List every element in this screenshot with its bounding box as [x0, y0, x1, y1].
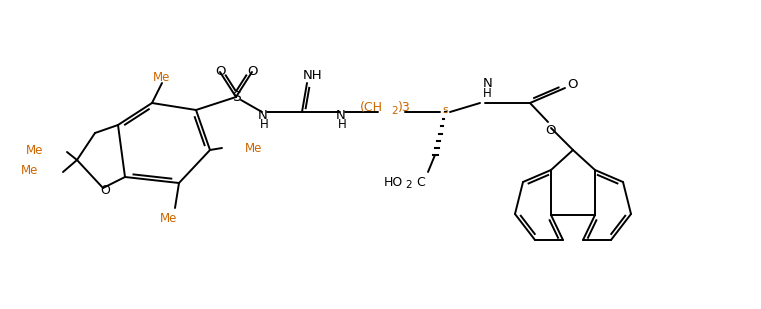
Text: s: s	[442, 105, 448, 115]
Text: O: O	[546, 124, 556, 137]
Text: 2: 2	[391, 106, 398, 116]
Text: H: H	[260, 117, 269, 130]
Text: )3: )3	[398, 100, 411, 113]
Text: N: N	[483, 77, 493, 90]
Text: O: O	[215, 65, 225, 78]
Text: Me: Me	[26, 143, 43, 156]
Text: 2: 2	[406, 180, 412, 190]
Text: O: O	[247, 65, 257, 78]
Text: HO: HO	[384, 176, 403, 188]
Text: Me: Me	[161, 211, 177, 225]
Text: Me: Me	[21, 163, 38, 176]
Text: O: O	[567, 78, 578, 91]
Text: H: H	[482, 87, 492, 99]
Text: H: H	[338, 117, 346, 130]
Text: N: N	[258, 108, 268, 121]
Text: N: N	[336, 108, 346, 121]
Text: NH: NH	[303, 69, 323, 82]
Text: Me: Me	[153, 70, 170, 83]
Text: Me: Me	[245, 142, 263, 154]
Text: O: O	[100, 184, 110, 197]
Text: C: C	[416, 176, 425, 188]
Text: S: S	[231, 90, 240, 104]
Text: (CH: (CH	[360, 100, 383, 113]
